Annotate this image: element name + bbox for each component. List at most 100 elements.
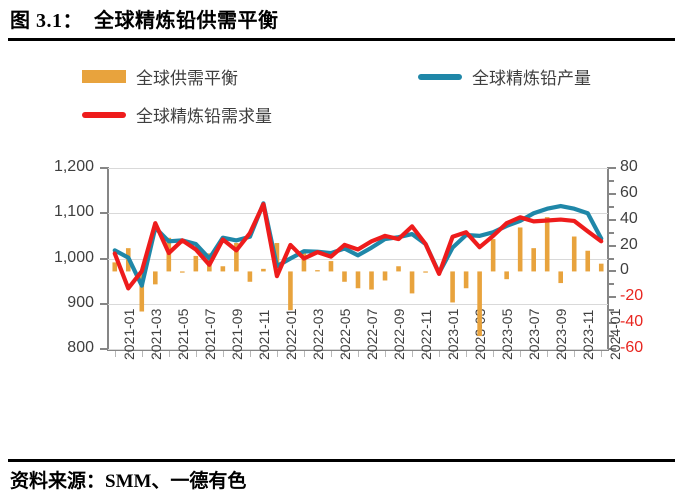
legend-swatch-bar-icon (82, 70, 126, 83)
balance-bar (112, 262, 118, 272)
chart-canvas: 1,200 1,100 1,000 900 800 80 60 40 20 0 -20 -40 -60… (0, 140, 683, 450)
page-title: 图 3.1： 全球精炼铅供需平衡 (10, 10, 279, 32)
y-label-left: 1,200 (53, 158, 94, 175)
x-tick (560, 351, 562, 357)
balance-bar (423, 271, 428, 273)
y-tick-left (100, 167, 107, 169)
source-note: 资料来源：SMM、一德有色 (10, 471, 247, 492)
x-tick (412, 351, 414, 357)
y-tick-left (100, 302, 107, 305)
balance-bar (301, 250, 307, 272)
x-tick (141, 351, 143, 357)
x-tick (520, 351, 522, 357)
balance-bar (571, 236, 577, 272)
balance-bar (382, 271, 388, 281)
gridline (108, 168, 608, 169)
legend-label-demand: 全球精炼铅需求量 (136, 107, 272, 126)
balance-bar (355, 271, 361, 289)
y-label-right: -40 (620, 313, 644, 331)
balance-bar (450, 271, 455, 303)
x-tick (128, 351, 130, 357)
footer-divider (8, 459, 675, 462)
x-axis (107, 349, 609, 351)
x-tick (182, 351, 184, 357)
x-tick (317, 351, 319, 357)
x-tick (249, 351, 251, 357)
balance-bar (153, 271, 158, 285)
y-tick-left (100, 257, 107, 260)
y-tick-right-minor (609, 179, 614, 182)
balance-bars (112, 217, 604, 337)
balance-bar (409, 271, 415, 294)
legend-label-balance: 全球供需平衡 (136, 69, 238, 88)
chart-legend: 全球供需平衡 全球精炼铅产量 全球精炼铅需求量 (60, 58, 660, 136)
gridline (108, 213, 608, 215)
balance-bar (180, 271, 185, 273)
y-label-left: 1,000 (53, 248, 94, 266)
balance-bar (531, 248, 536, 272)
series-layer (112, 201, 604, 337)
x-tick (466, 351, 468, 357)
x-tick (425, 351, 427, 357)
x-tick (195, 351, 197, 357)
balance-bar (463, 271, 469, 289)
y-tick-right (609, 296, 616, 299)
x-tick (493, 351, 495, 357)
y-tick-right-minor (609, 205, 614, 208)
plot-area (108, 168, 608, 349)
y-tick-right-minor (609, 283, 614, 286)
x-tick (236, 351, 238, 357)
y-tick-left (100, 348, 107, 350)
x-tick (344, 351, 346, 357)
x-tick (263, 351, 265, 357)
x-tick (547, 351, 549, 357)
x-tick (398, 351, 400, 357)
balance-bar (504, 271, 509, 280)
x-tick (452, 351, 454, 357)
balance-bar (558, 271, 563, 284)
y-label-right: 80 (620, 158, 638, 175)
balance-bar (193, 255, 199, 272)
y-label-right: 0 (620, 261, 629, 279)
x-tick (358, 351, 359, 357)
y-label-right: 20 (620, 235, 638, 253)
y-tick-left (100, 212, 107, 215)
balance-bar (139, 271, 145, 312)
y-tick-right-minor (609, 309, 614, 312)
balance-bar (396, 266, 401, 272)
balance-bar (517, 227, 523, 272)
x-tick (290, 351, 292, 357)
y-axis-right (607, 167, 609, 350)
x-tick (330, 351, 332, 357)
y-tick-right-minor (609, 231, 614, 234)
legend-label-supply: 全球精炼铅产量 (472, 69, 591, 88)
x-tick (371, 351, 373, 357)
y-tick-right (609, 192, 616, 195)
x-tick (209, 351, 211, 357)
balance-bar (342, 271, 347, 282)
legend-swatch-line-demand-icon (82, 111, 126, 118)
gridline (108, 349, 608, 350)
title-divider (8, 38, 675, 41)
legend-item-demand: 全球精炼铅需求量 (82, 102, 272, 127)
x-tick (533, 351, 535, 357)
x-tick (276, 351, 278, 357)
y-tick-right (609, 218, 616, 221)
y-label-left: 1,100 (53, 203, 94, 221)
balance-bar (234, 242, 239, 272)
x-tick (479, 351, 481, 357)
x-tick (385, 351, 387, 357)
balance-bar (544, 217, 550, 272)
balance-bar (315, 270, 320, 272)
y-label-left: 900 (67, 293, 94, 311)
balance-bar (585, 250, 591, 272)
balance-bar (220, 266, 226, 272)
y-label-left: 800 (67, 339, 94, 356)
gridline (108, 303, 608, 305)
y-tick-right-minor (609, 335, 614, 338)
demand-line (112, 202, 604, 291)
y-tick-right (609, 348, 616, 350)
x-tick (601, 351, 603, 357)
x-tick (114, 351, 116, 357)
x-tick (587, 351, 589, 357)
